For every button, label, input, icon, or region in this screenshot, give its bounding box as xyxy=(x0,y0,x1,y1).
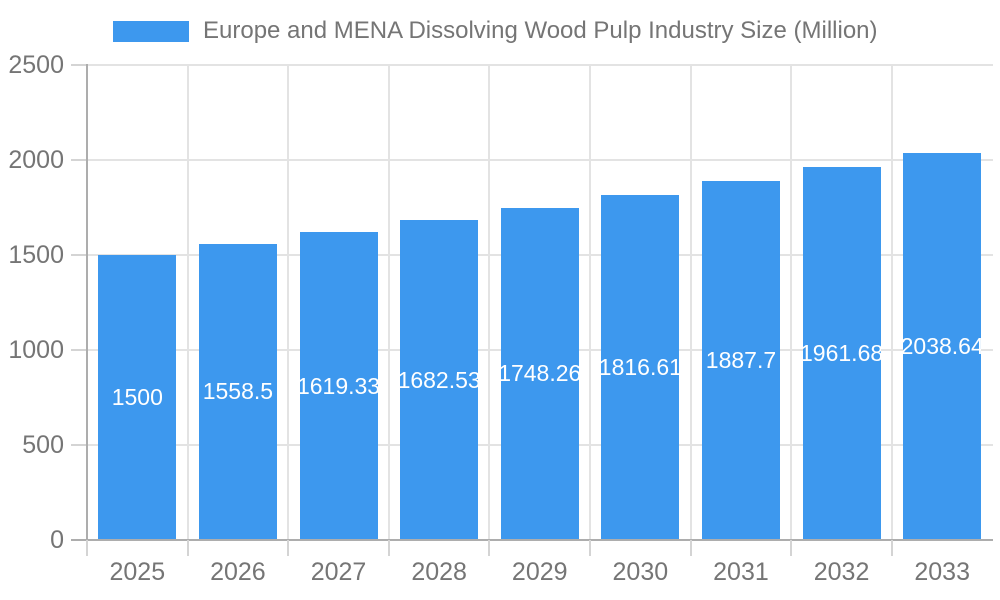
x-axis-tick-label: 2029 xyxy=(511,558,568,586)
bar-2029[interactable]: 1748.26 xyxy=(500,207,579,540)
x-axis-line xyxy=(71,539,993,541)
bar-value-label: 1961.68 xyxy=(802,340,881,367)
y-axis-tick-label: 1500 xyxy=(8,241,64,269)
y-axis-tick xyxy=(71,159,87,161)
y-axis-tick xyxy=(71,64,87,66)
y-axis-tick-label: 2000 xyxy=(8,146,64,174)
x-axis-tick-label: 2028 xyxy=(411,558,467,586)
x-axis-tick xyxy=(488,540,491,556)
gridline-vertical xyxy=(186,65,189,540)
bar-2027[interactable]: 1619.33 xyxy=(299,232,378,540)
bar-value-label: 1748.26 xyxy=(500,360,579,387)
legend-item[interactable]: Europe and MENA Dissolving Wood Pulp Ind… xyxy=(113,17,878,45)
bar-value-label: 1816.61 xyxy=(601,353,680,380)
x-axis-tick-label: 2030 xyxy=(612,558,669,586)
bar-2031[interactable]: 1887.7 xyxy=(701,181,780,540)
x-axis-tick xyxy=(86,540,88,556)
y-axis-tick-label: 2500 xyxy=(8,51,64,79)
y-axis-tick xyxy=(71,254,87,256)
x-axis-tick xyxy=(287,540,290,556)
bar-value-label: 2038.64 xyxy=(903,332,982,359)
bar-2026[interactable]: 1558.5 xyxy=(198,243,277,540)
x-axis-tick xyxy=(186,540,189,556)
bar-value-label: 1558.5 xyxy=(202,378,274,405)
gridline-vertical xyxy=(689,65,692,540)
gridline-vertical xyxy=(790,65,793,540)
bar-2028[interactable]: 1682.53 xyxy=(400,220,479,540)
legend-label: Europe and MENA Dissolving Wood Pulp Ind… xyxy=(203,17,878,44)
bar-2033[interactable]: 2038.64 xyxy=(903,152,982,540)
bar-value-label: 1500 xyxy=(111,384,163,410)
bar-2025[interactable]: 1500 xyxy=(98,255,177,540)
bar-2030[interactable]: 1816.61 xyxy=(601,194,680,540)
y-axis-tick-label: 0 xyxy=(50,526,64,554)
gridline-vertical xyxy=(387,65,390,540)
x-axis-tick-label: 2026 xyxy=(210,558,266,586)
y-axis-tick-label: 500 xyxy=(22,431,64,459)
gridline-horizontal xyxy=(87,64,993,66)
gridline-vertical xyxy=(589,65,592,540)
bar-2032[interactable]: 1961.68 xyxy=(802,167,881,540)
gridline-vertical xyxy=(287,65,290,540)
x-axis-tick xyxy=(689,540,692,556)
bar-value-label: 1887.7 xyxy=(705,347,777,374)
gridline-horizontal xyxy=(87,159,993,161)
x-axis-tick-label: 2025 xyxy=(109,558,166,586)
gridline-vertical xyxy=(890,65,893,540)
bar-value-label: 1619.33 xyxy=(299,372,378,399)
x-axis-tick xyxy=(890,540,893,556)
y-axis-tick xyxy=(71,444,87,446)
x-axis-tick xyxy=(790,540,793,556)
x-axis-tick-label: 2033 xyxy=(914,558,970,586)
y-axis-line xyxy=(86,64,88,541)
y-axis-tick-label: 1000 xyxy=(8,336,64,364)
x-axis-tick xyxy=(387,540,390,556)
x-axis-tick-label: 2027 xyxy=(310,558,367,586)
x-axis-tick xyxy=(589,540,592,556)
y-axis-tick xyxy=(71,349,87,351)
x-axis-tick-label: 2032 xyxy=(813,558,870,586)
bar-value-label: 1682.53 xyxy=(400,366,479,393)
gridline-vertical xyxy=(488,65,491,540)
legend-swatch xyxy=(113,20,189,42)
x-axis-tick-label: 2031 xyxy=(713,558,769,586)
